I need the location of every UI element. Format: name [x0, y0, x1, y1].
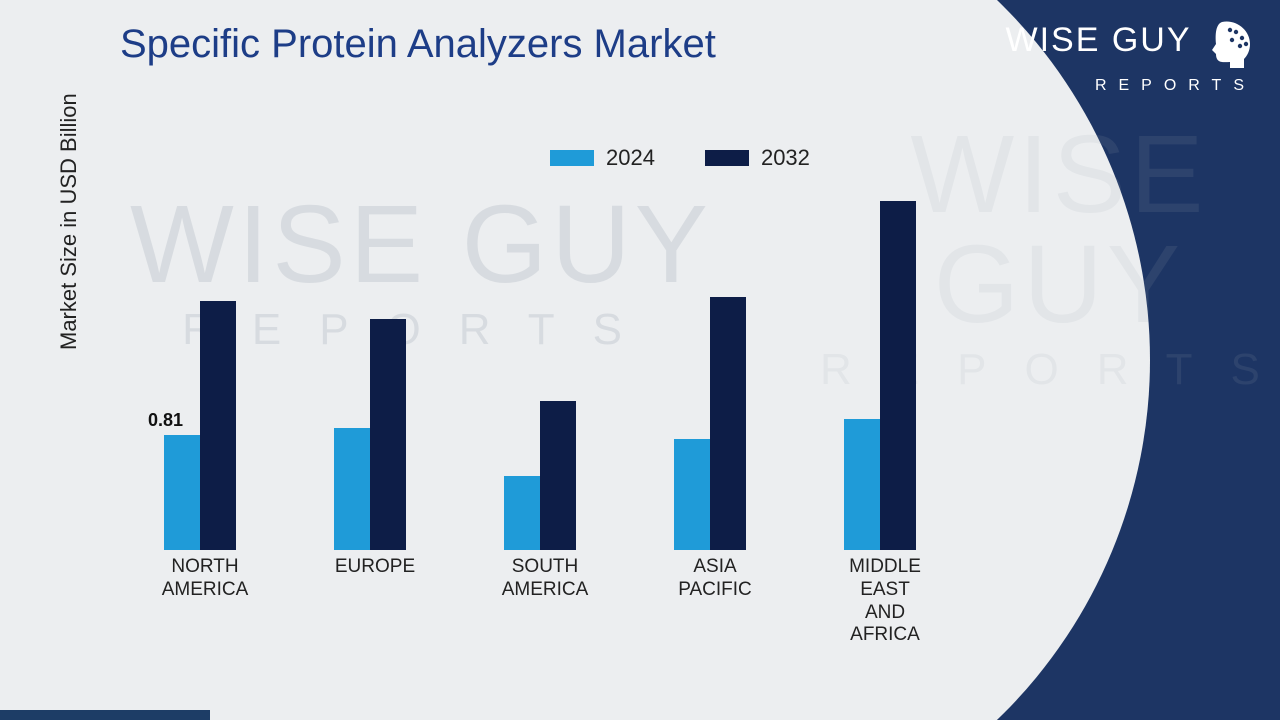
- footer-accent-bar: [0, 710, 210, 720]
- category-label: ASIAPACIFIC: [650, 556, 780, 602]
- bar-2032: [540, 401, 576, 550]
- category-label: EUROPE: [310, 556, 440, 579]
- y-axis-label: Market Size in USD Billion: [56, 93, 82, 350]
- legend-swatch: [705, 150, 749, 166]
- bar-2032: [710, 297, 746, 550]
- category-labels-row: NORTHAMERICA EUROPE SOUTHAMERICA ASIAPACIFI…: [110, 550, 960, 670]
- chart-plot-area: 0.81: [110, 180, 960, 550]
- brand-head-icon: [1202, 18, 1256, 76]
- bar-2032: [200, 301, 236, 550]
- legend-item-2024: 2024: [550, 145, 655, 171]
- bar-2024: [334, 428, 370, 550]
- chart-title: Specific Protein Analyzers Market: [120, 22, 716, 67]
- bar-2032: [880, 201, 916, 550]
- category-label: MIDDLEEASTANDAFRICA: [820, 556, 950, 647]
- bar-2024: [844, 419, 880, 550]
- bar-2032: [370, 319, 406, 550]
- brand-line1: WISE GUY: [1006, 21, 1192, 59]
- legend-swatch: [550, 150, 594, 166]
- category-label: SOUTHAMERICA: [480, 556, 610, 602]
- page-root: WISE GUY REPORTS WISE GUY REPORTS WISE G…: [0, 0, 1280, 720]
- bar-2024: [674, 439, 710, 550]
- legend-label: 2032: [761, 145, 810, 171]
- brand-logo: WISE GUY REPORTS: [1006, 18, 1256, 94]
- bar-value-label: 0.81: [148, 410, 183, 431]
- brand-line2: REPORTS: [1006, 78, 1256, 94]
- bar-2024: [504, 476, 540, 550]
- bar-2024: [164, 435, 200, 550]
- chart-legend: 2024 2032: [550, 145, 810, 171]
- legend-item-2032: 2032: [705, 145, 810, 171]
- legend-label: 2024: [606, 145, 655, 171]
- category-label: NORTHAMERICA: [140, 556, 270, 602]
